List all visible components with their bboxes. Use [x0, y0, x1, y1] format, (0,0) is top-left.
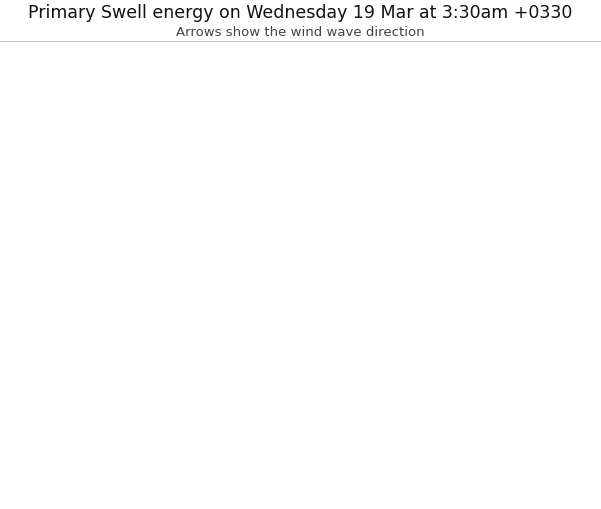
- Text: Primary Swell energy on Wednesday 19 Mar at 3:30am +0330: Primary Swell energy on Wednesday 19 Mar…: [28, 4, 573, 21]
- Text: Arrows show the wind wave direction: Arrows show the wind wave direction: [176, 26, 425, 39]
